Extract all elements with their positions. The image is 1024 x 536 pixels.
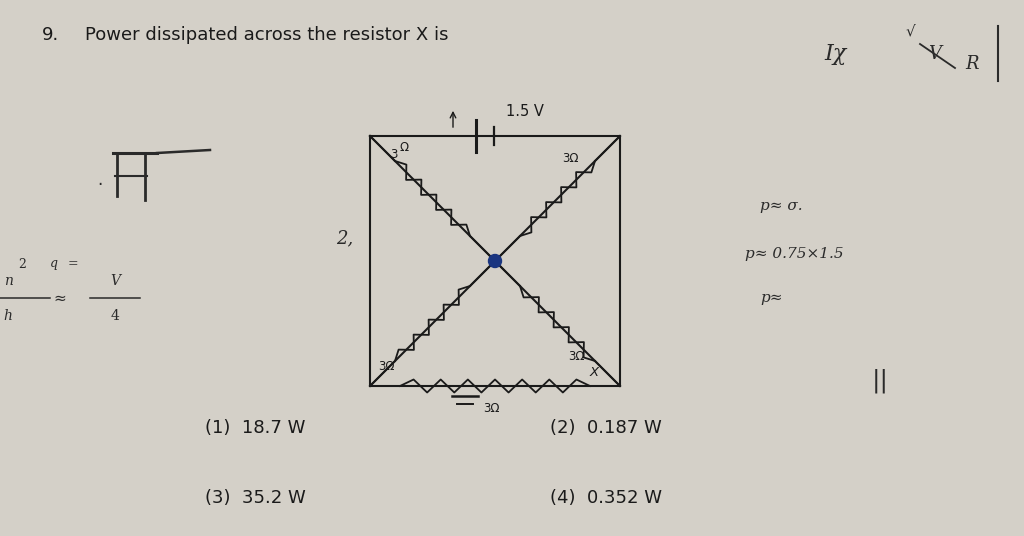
Text: q: q bbox=[50, 257, 58, 271]
Text: 2: 2 bbox=[18, 257, 26, 271]
Text: √: √ bbox=[905, 24, 914, 38]
Text: ·: · bbox=[97, 176, 102, 194]
Text: R: R bbox=[966, 55, 979, 73]
Text: 3Ω: 3Ω bbox=[483, 402, 500, 415]
Text: V: V bbox=[110, 274, 120, 288]
Text: (2)  0.187 W: (2) 0.187 W bbox=[550, 419, 662, 437]
Text: 9.: 9. bbox=[42, 26, 59, 44]
Text: 3: 3 bbox=[390, 148, 397, 161]
Text: Iχ: Iχ bbox=[824, 43, 846, 65]
Text: (3)  35.2 W: (3) 35.2 W bbox=[205, 489, 306, 507]
Text: Power dissipated across the resistor X is: Power dissipated across the resistor X i… bbox=[85, 26, 449, 44]
Text: 3Ω: 3Ω bbox=[562, 152, 579, 165]
Text: (1)  18.7 W: (1) 18.7 W bbox=[205, 419, 305, 437]
Text: p≈ 0.75×1.5: p≈ 0.75×1.5 bbox=[745, 247, 844, 261]
Text: ≈: ≈ bbox=[53, 291, 67, 306]
Text: p≈ σ.: p≈ σ. bbox=[760, 199, 803, 213]
Text: V: V bbox=[929, 45, 941, 63]
Text: 3Ω: 3Ω bbox=[378, 360, 394, 373]
Text: X: X bbox=[590, 366, 599, 379]
Text: Ω: Ω bbox=[400, 141, 410, 154]
Text: 3Ω: 3Ω bbox=[568, 350, 585, 363]
Text: h: h bbox=[3, 309, 12, 323]
Text: ||: || bbox=[871, 369, 889, 393]
Text: p≈: p≈ bbox=[760, 291, 782, 305]
Text: n: n bbox=[3, 274, 12, 288]
Text: 2,: 2, bbox=[336, 229, 353, 247]
Text: 4: 4 bbox=[111, 309, 120, 323]
Circle shape bbox=[488, 255, 502, 267]
Text: (4)  0.352 W: (4) 0.352 W bbox=[550, 489, 662, 507]
Text: =: = bbox=[68, 257, 79, 271]
Text: 1.5 V: 1.5 V bbox=[506, 103, 544, 118]
